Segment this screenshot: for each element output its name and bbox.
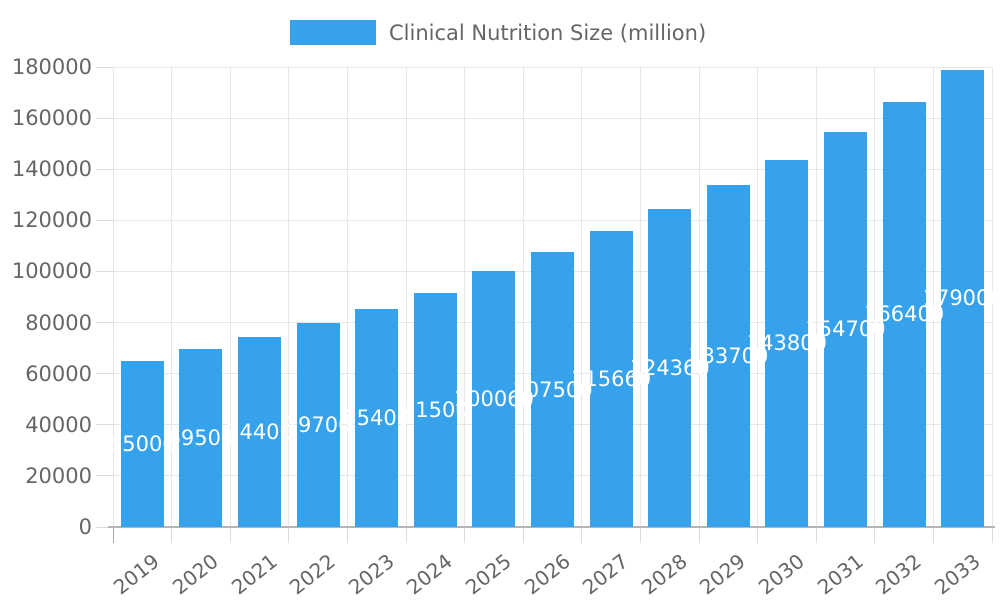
y-tick-label-120000: 120000 [11,208,92,233]
bar-2025[interactable] [472,271,516,527]
x-axis-tick [346,527,348,543]
y-tick-label-60000: 60000 [25,361,92,386]
gridline-horizontal [113,117,992,119]
bar-2021[interactable] [238,336,281,527]
bar-2029[interactable] [706,185,750,527]
y-tick-label-140000: 140000 [11,157,92,182]
gridline-vertical [757,67,759,527]
gridline-vertical [932,67,934,527]
gridline-vertical [171,67,173,527]
gridline-vertical [522,67,524,527]
bar-2032[interactable] [882,101,926,527]
y-axis-tick [96,117,113,119]
gridline-vertical [288,67,290,527]
y-tick-label-180000: 180000 [11,55,92,79]
x-axis-tick [639,527,641,543]
x-axis-tick [288,527,290,543]
bar-2022[interactable] [296,323,340,527]
y-axis-tick [96,526,113,528]
legend-item-clinical-nutrition[interactable]: Clinical Nutrition Size (million) [290,20,706,45]
gridline-vertical [698,67,700,527]
x-axis-tick [757,527,759,543]
gridline-horizontal [113,66,992,68]
x-axis-tick [405,527,407,543]
x-axis-tick [522,527,524,543]
x-axis-tick [171,527,173,543]
gridline-vertical [112,67,114,527]
gridline-vertical [991,67,993,527]
x-tick-label-2019: 2019 [109,549,165,600]
y-axis-tick [96,322,113,324]
x-axis-tick [112,527,114,543]
y-axis-tick [96,475,113,477]
y-axis-tick [96,424,113,426]
bar-2031[interactable] [824,131,867,527]
gridline-vertical [229,67,231,527]
y-axis-tick [96,66,113,68]
legend-label: Clinical Nutrition Size (million) [389,20,707,45]
x-axis-tick [874,527,876,543]
y-axis-tick [96,373,113,375]
bar-2023[interactable] [355,308,399,527]
bar-2027[interactable] [589,231,633,527]
gridline-horizontal [113,219,992,221]
gridline-vertical [405,67,407,527]
y-tick-label-0: 0 [78,515,92,539]
bar-2033[interactable] [941,69,985,527]
bar-2028[interactable] [648,209,692,527]
y-axis-tick [96,168,113,170]
gridline-vertical [581,67,583,527]
gridline-vertical [464,67,466,527]
gridline-vertical [639,67,641,527]
y-tick-label-80000: 80000 [25,310,92,335]
bar-2026[interactable] [531,252,574,527]
gridline-vertical [346,67,348,527]
gridline-vertical [815,67,817,527]
bar-2024[interactable] [413,293,457,527]
y-tick-label-40000: 40000 [25,412,92,437]
y-tick-label-20000: 20000 [25,463,92,488]
x-axis-line [108,526,995,528]
legend-swatch [290,20,376,45]
x-axis-tick [464,527,466,543]
y-axis-tick [96,270,113,272]
x-axis-tick [932,527,934,543]
x-axis-tick [581,527,583,543]
x-axis-tick [698,527,700,543]
y-tick-label-160000: 160000 [11,106,92,131]
bar-2019[interactable] [120,360,164,527]
gridline-horizontal [113,168,992,170]
bar-2020[interactable] [179,349,223,527]
x-axis-tick [815,527,817,543]
bar-2030[interactable] [765,159,809,527]
x-axis-tick [229,527,231,543]
gridline-vertical [874,67,876,527]
y-axis-tick [96,219,113,221]
y-tick-label-100000: 100000 [11,259,92,284]
x-axis-tick [991,527,993,543]
